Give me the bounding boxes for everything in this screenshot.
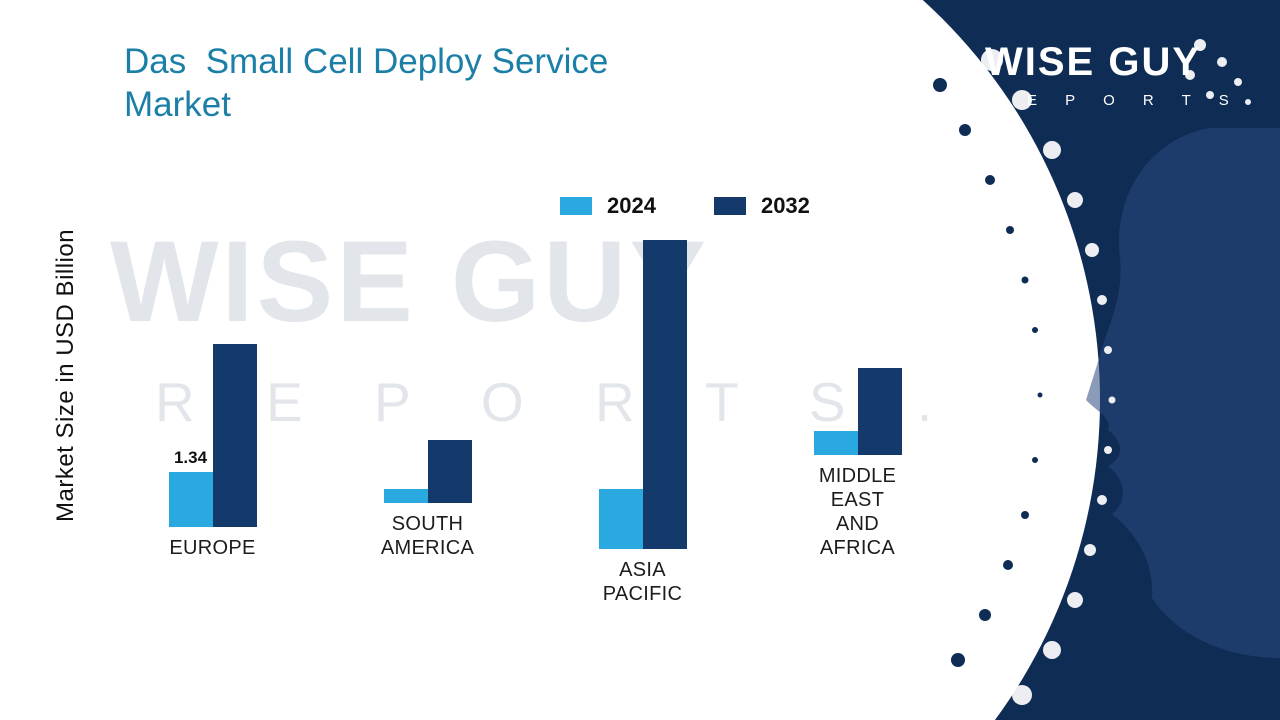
bar-group-europe: 1.34 EUROPE <box>105 240 320 560</box>
chart-title: Das Small Cell Deploy Service Market <box>124 42 609 124</box>
category-label-south-america: SOUTH AMERICA <box>380 513 475 559</box>
bar-2032-middle-east-and-africa <box>857 368 902 455</box>
wiseguy-logo: WISE GUY R E P O R T S <box>985 40 1241 109</box>
bars-europe: 1.34 <box>105 240 320 527</box>
legend-label-2024: 2024 <box>607 193 656 218</box>
bar-2024-asia-pacific <box>598 489 643 549</box>
panel-curve <box>20 0 1100 720</box>
watermark-wiseguy-text: WISE GUY <box>110 218 710 346</box>
watermark: WISE GUY R E P O R T S . <box>110 222 960 434</box>
legend-item-2032: 2032 <box>713 193 810 219</box>
y-axis-label: Market Size in USD Billion <box>52 228 79 522</box>
bars-middle-east-and-africa <box>750 240 965 455</box>
legend: 2024 2032 <box>560 193 810 219</box>
logo-reports-text: R E P O R T S <box>988 92 1241 109</box>
legend-swatch-2024 <box>560 197 592 215</box>
bar-2024-south-america <box>383 489 428 503</box>
bar-group-asia-pacific: ASIA PACIFIC <box>535 240 750 605</box>
legend-item-2024: 2024 <box>560 193 656 219</box>
bar-group-middle-east-and-africa: MIDDLE EAST AND AFRICA <box>750 240 965 560</box>
bar-2032-europe <box>212 344 257 527</box>
category-label-europe: EUROPE <box>169 537 256 559</box>
bar-2024-europe <box>168 472 213 527</box>
logo-wiseguy-text: WISE GUY <box>985 40 1202 84</box>
watermark-reports-text: R E P O R T S . <box>155 371 961 433</box>
bar-2032-asia-pacific <box>642 240 687 549</box>
bar-value-label: 1.34 <box>173 448 208 467</box>
bar-2024-middle-east-and-africa <box>813 431 858 455</box>
category-label-asia-pacific: ASIA PACIFIC <box>602 559 683 605</box>
legend-label-2032: 2032 <box>760 193 810 218</box>
bars-asia-pacific <box>535 240 750 549</box>
bar-chart: 1.34 EUROPE SOUTH AMERICA ASIA PACIFIC MIDDL… <box>105 240 965 605</box>
bar-2032-south-america <box>427 440 472 503</box>
bars-south-america <box>320 240 535 503</box>
category-label-middle-east-and-africa: MIDDLE EAST AND AFRICA <box>818 465 897 559</box>
bar-group-south-america: SOUTH AMERICA <box>320 240 535 560</box>
legend-swatch-2032 <box>713 197 746 215</box>
